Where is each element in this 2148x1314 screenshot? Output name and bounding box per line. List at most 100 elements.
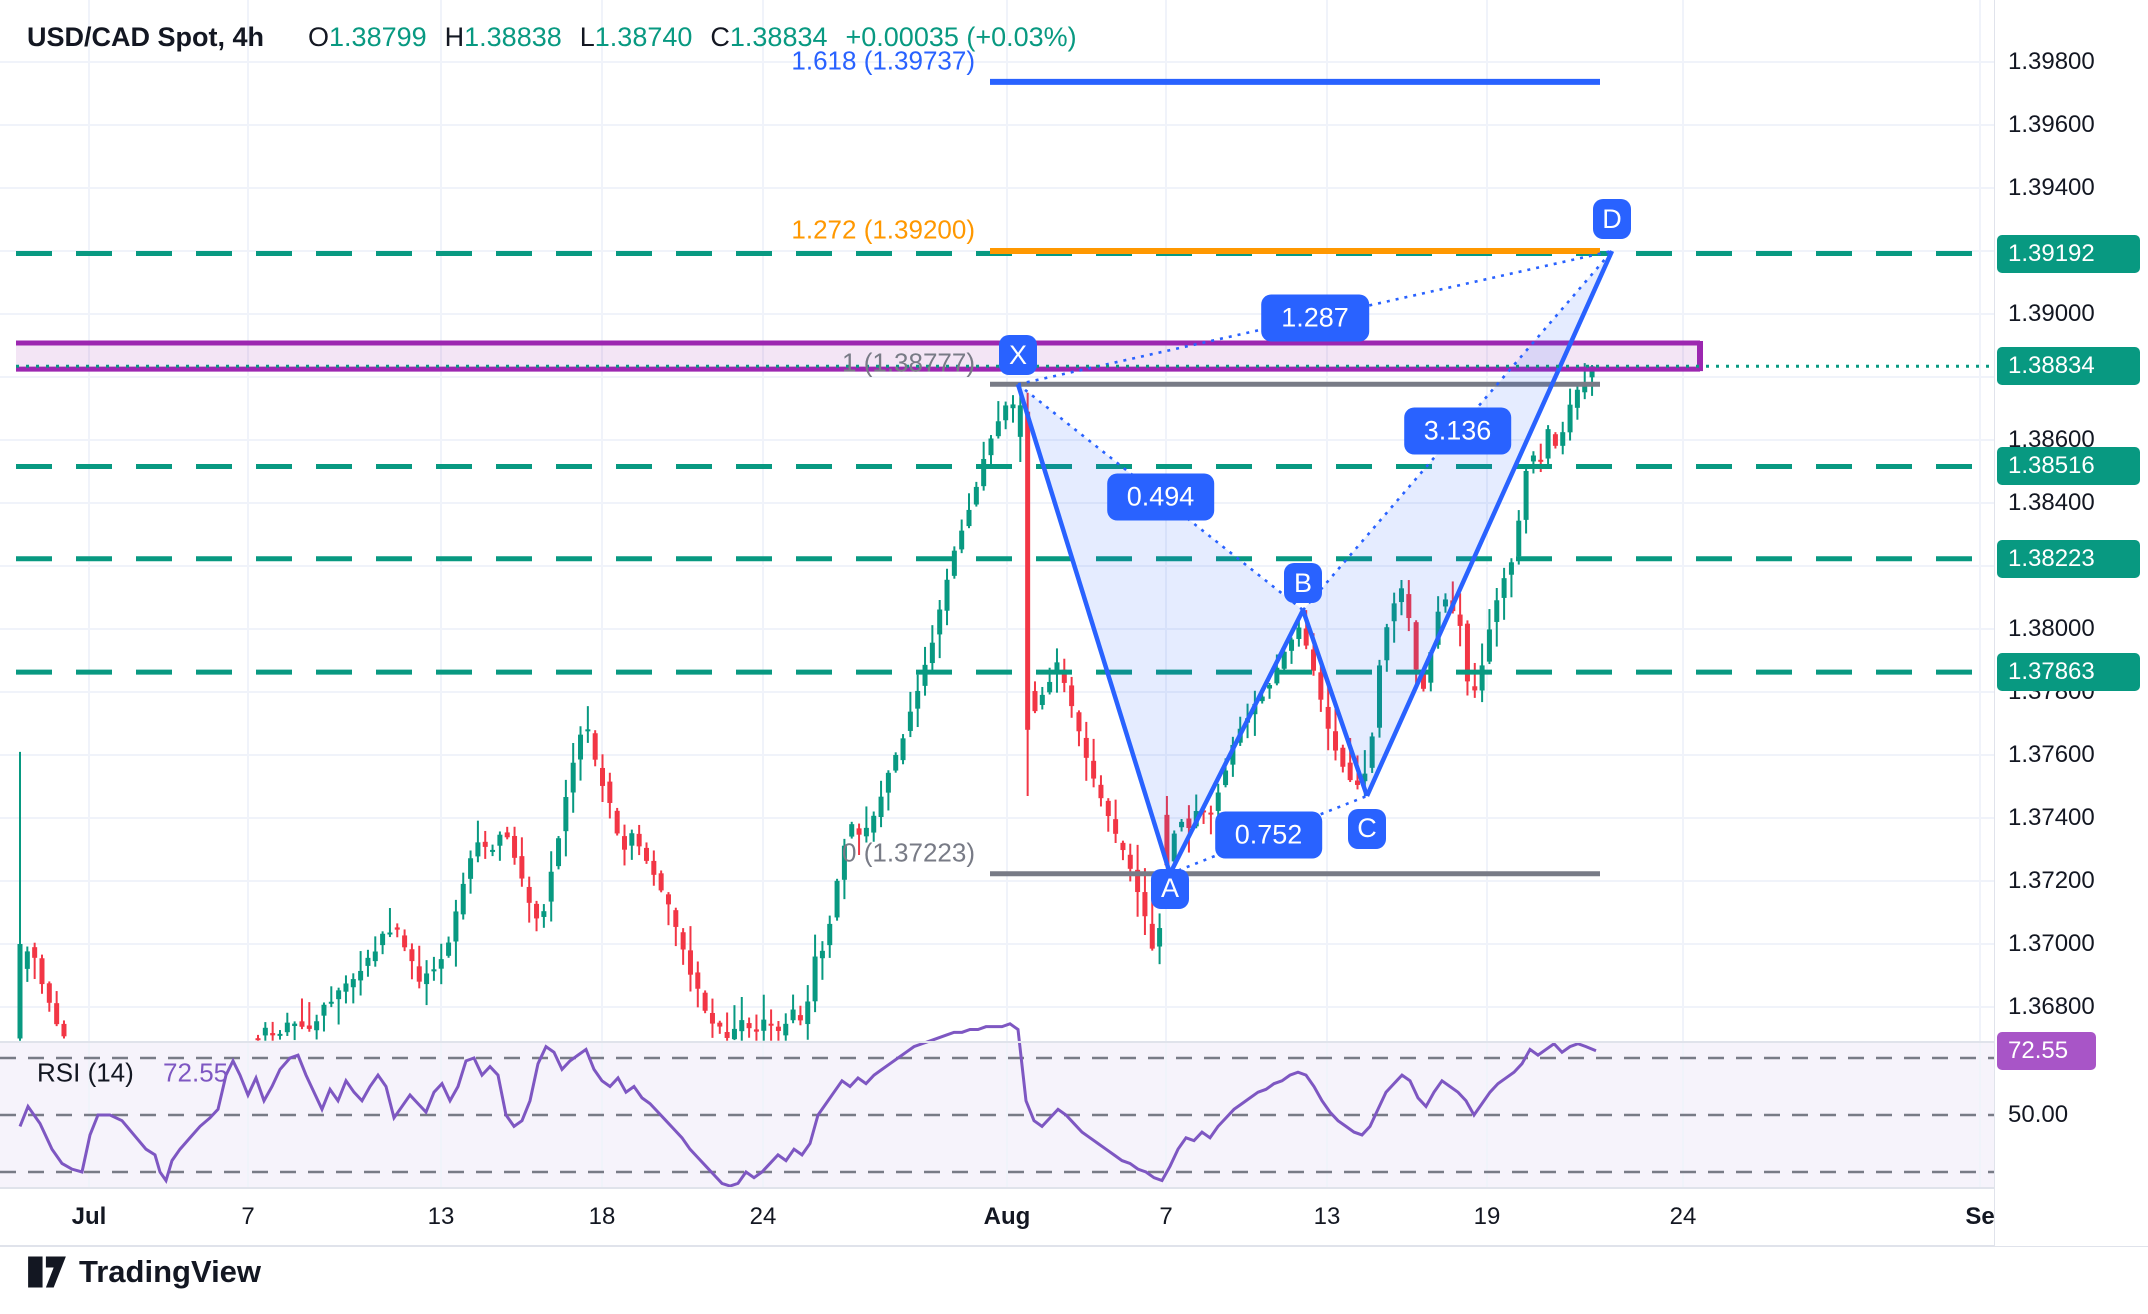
candle — [497, 831, 503, 861]
candle — [1025, 392, 1031, 796]
pattern-ratio-badge[interactable]: 3.136 — [1403, 407, 1512, 455]
pattern-leg[interactable] — [1167, 609, 1306, 875]
candle — [995, 401, 1001, 439]
pattern-point-D[interactable]: D — [1593, 199, 1631, 239]
fib-level-label: 1.272 (1.39200) — [791, 214, 975, 245]
candle — [658, 870, 664, 893]
open-value: 1.38799 — [329, 22, 427, 52]
candle — [563, 779, 569, 857]
candle — [1457, 593, 1463, 647]
candle — [907, 691, 913, 738]
time-axis-label: Aug — [983, 1203, 1031, 1230]
candle — [1318, 664, 1324, 712]
candle — [1384, 623, 1390, 672]
candle — [1135, 844, 1141, 917]
candle — [1523, 464, 1529, 534]
high-value: 1.38838 — [464, 22, 562, 52]
pattern-leg[interactable] — [1015, 383, 1173, 875]
price-axis-label: 1.39400 — [2008, 174, 2095, 201]
candle — [328, 986, 334, 1008]
candle — [592, 730, 598, 767]
candle — [39, 954, 45, 994]
price-badge: 1.38516 — [1997, 447, 2140, 486]
candle — [915, 674, 921, 728]
candle — [1464, 620, 1470, 696]
price-axis-label: 1.39000 — [2008, 300, 2095, 327]
candle — [900, 734, 906, 765]
candle — [1552, 432, 1558, 449]
price-axis-label: 1.37000 — [2008, 930, 2095, 957]
pattern-ratio-badge[interactable]: 1.287 — [1261, 294, 1369, 342]
candle — [446, 936, 452, 958]
candle — [416, 945, 422, 989]
candle — [1149, 898, 1155, 951]
pattern-ratio-badge[interactable]: 0.752 — [1214, 811, 1323, 859]
supply-zone[interactable] — [16, 340, 1703, 372]
tradingview-logo-text: TradingView — [79, 1254, 262, 1289]
fib-level-label: 0 (1.37223) — [842, 837, 975, 868]
time-axis-label: 18 — [588, 1203, 616, 1230]
time-axis-label: Se — [1965, 1203, 1995, 1230]
candle — [797, 1005, 803, 1026]
time-axis-label: 24 — [1669, 1203, 1697, 1230]
price-badge: 1.38834 — [1997, 347, 2140, 386]
candle — [284, 1012, 290, 1036]
pattern-ratio-badge[interactable]: 0.494 — [1106, 473, 1215, 521]
candle — [1032, 681, 1038, 714]
candle — [805, 985, 811, 1040]
candle — [951, 546, 957, 579]
candle — [878, 780, 884, 828]
pattern-point-A[interactable]: A — [1151, 868, 1189, 909]
open-label: O — [308, 22, 330, 52]
candle — [856, 823, 862, 856]
candle — [292, 1021, 298, 1041]
candle — [1083, 721, 1089, 781]
candle — [387, 908, 393, 938]
candle — [1340, 744, 1346, 773]
pattern-ratio-line[interactable] — [1017, 249, 1613, 386]
candle — [255, 1034, 261, 1041]
candle — [54, 991, 60, 1027]
pattern-point-B[interactable]: B — [1284, 563, 1322, 604]
time-axis-label: 7 — [241, 1203, 255, 1230]
candle — [512, 826, 518, 865]
price-axis[interactable]: 1.398001.396001.394001.390001.388001.386… — [1995, 0, 2148, 1246]
candle — [541, 904, 547, 928]
time-axis-label: 19 — [1473, 1203, 1501, 1230]
candle — [1289, 637, 1295, 664]
rsi-plot — [0, 1022, 1995, 1188]
candle — [863, 806, 869, 843]
candle — [768, 1009, 774, 1041]
rsi-line[interactable] — [18, 1022, 1597, 1188]
tradingview-logo[interactable]: TradingView — [27, 1254, 261, 1290]
candle — [365, 949, 371, 977]
candle — [966, 493, 972, 529]
candle — [534, 900, 540, 932]
dashed-price-levels[interactable] — [16, 251, 1995, 675]
candle — [1406, 580, 1412, 632]
candle — [431, 956, 437, 981]
time-axis-label: Jul — [71, 1203, 107, 1230]
candle — [61, 1020, 67, 1039]
pattern-point-X[interactable]: X — [999, 335, 1037, 376]
candle — [1069, 676, 1075, 718]
candle — [651, 850, 657, 886]
pattern-point-C[interactable]: C — [1348, 808, 1386, 849]
pattern-leg[interactable] — [1364, 250, 1615, 797]
symbol-title[interactable]: USD/CAD Spot, 4h — [27, 22, 265, 52]
candle — [306, 1002, 312, 1032]
candle — [1076, 710, 1082, 747]
pattern-leg[interactable] — [1300, 609, 1370, 797]
candle — [775, 1021, 781, 1041]
candle — [937, 599, 943, 659]
candle — [944, 568, 950, 626]
candle — [687, 926, 693, 992]
candle — [1157, 913, 1163, 965]
time-axis[interactable]: Jul 7 13 18 24 Aug 7 13 19 24 Se — [0, 1188, 1995, 1246]
time-axis-label: 24 — [749, 1203, 777, 1230]
close-value: 1.38834 — [729, 22, 828, 52]
rsi-name[interactable]: RSI (14) — [37, 1057, 134, 1088]
candle — [578, 726, 584, 781]
candle — [350, 973, 356, 1004]
